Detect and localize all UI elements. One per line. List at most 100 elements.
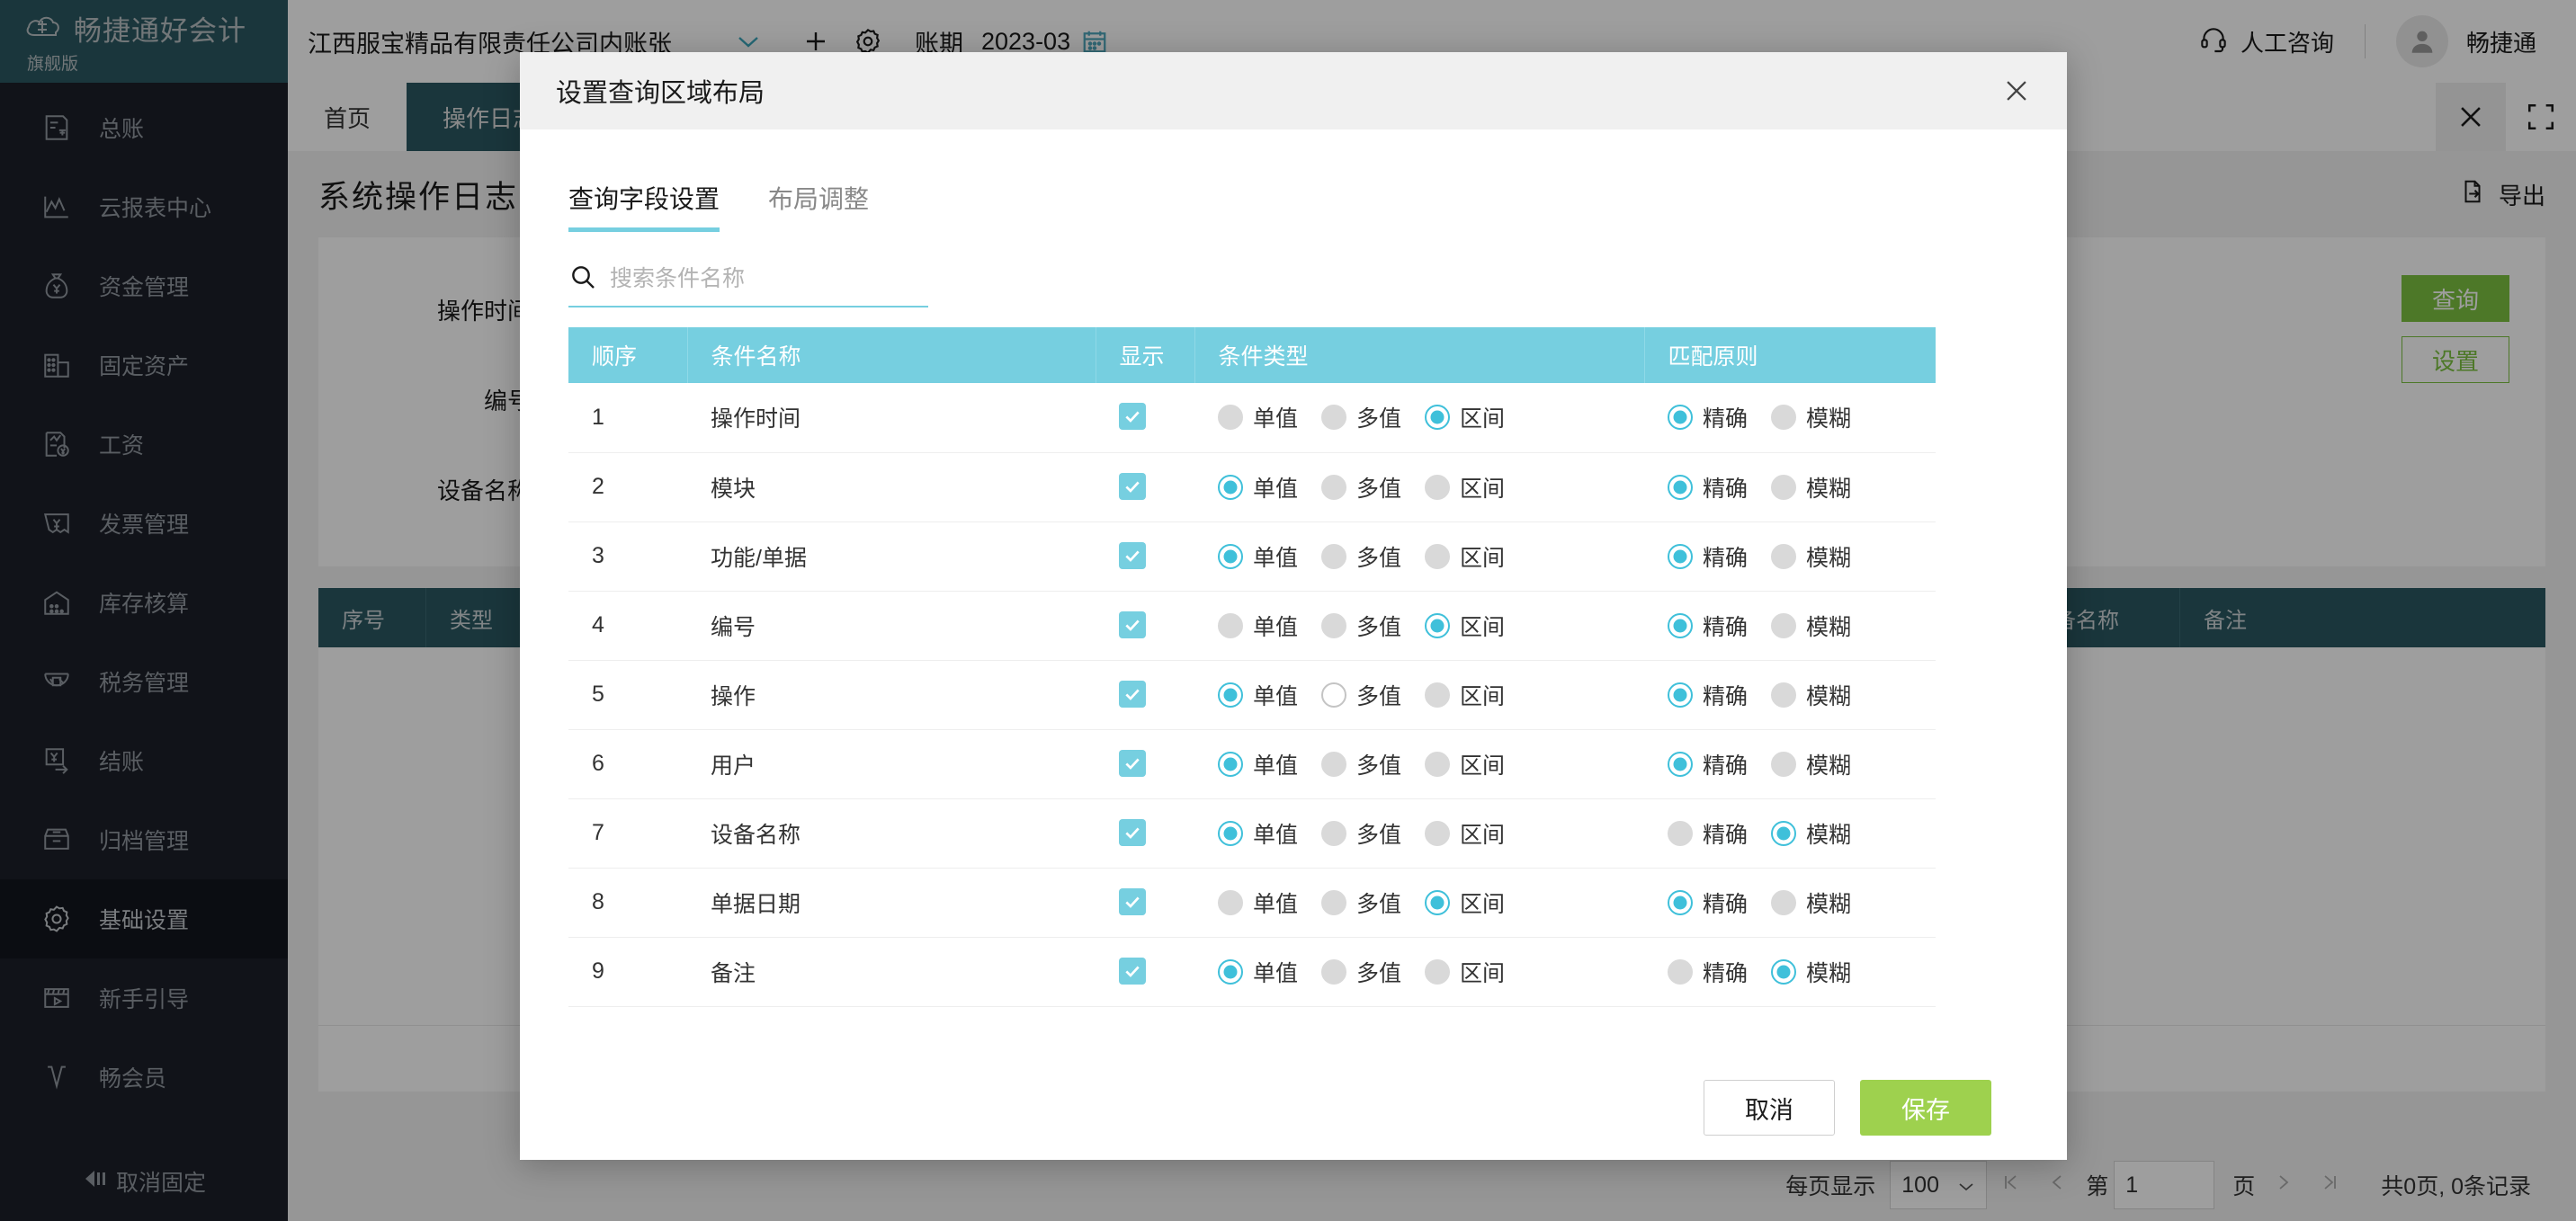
radio-type-单值[interactable]: 单值 [1218, 887, 1298, 919]
radio-match-精确[interactable]: 精确 [1668, 817, 1748, 850]
sidebar-item-onboarding[interactable]: 新手引导 [0, 958, 288, 1038]
settings-button[interactable]: 设置 [2402, 336, 2509, 383]
radio-match-模糊[interactable]: 模糊 [1771, 748, 1851, 780]
radio-type-单值[interactable]: 单值 [1218, 817, 1298, 850]
radio-type-区间[interactable]: 区间 [1425, 401, 1505, 433]
radio-type-多值[interactable]: 多值 [1321, 540, 1401, 573]
page-input[interactable] [2114, 1161, 2215, 1209]
show-checkbox[interactable] [1119, 541, 1146, 569]
radio-type-单值[interactable]: 单值 [1218, 679, 1298, 711]
save-button[interactable]: 保存 [1860, 1080, 1991, 1136]
radio-match-模糊[interactable]: 模糊 [1771, 887, 1851, 919]
radio-type-区间[interactable]: 区间 [1425, 471, 1505, 504]
radio-type-多值[interactable]: 多值 [1321, 887, 1401, 919]
query-button[interactable]: 查询 [2402, 275, 2509, 322]
user-avatar-icon[interactable] [2395, 15, 2448, 67]
sidebar-item-basic-settings[interactable]: 基础设置 [0, 879, 288, 958]
tab-home[interactable]: 首页 [288, 83, 407, 151]
radio-match-模糊[interactable]: 模糊 [1771, 817, 1851, 850]
radio-type-单值[interactable]: 单值 [1218, 471, 1298, 504]
radio-match-模糊[interactable]: 模糊 [1771, 540, 1851, 573]
sidebar-item-cloud-reports[interactable]: 云报表中心 [0, 167, 288, 246]
radio-type-区间[interactable]: 区间 [1425, 887, 1505, 919]
next-page-icon[interactable] [2260, 1172, 2307, 1199]
radio-type-单值[interactable]: 单值 [1218, 956, 1298, 988]
radio-match-精确[interactable]: 精确 [1668, 679, 1748, 711]
radio-match-精确[interactable]: 精确 [1668, 610, 1748, 642]
radio-type-单值[interactable]: 单值 [1218, 748, 1298, 780]
radio-type-区间[interactable]: 区间 [1425, 610, 1505, 642]
show-checkbox[interactable] [1119, 818, 1146, 846]
cell-condition-name: 功能/单据 [687, 521, 1096, 592]
radio-match-精确[interactable]: 精确 [1668, 540, 1748, 573]
show-checkbox[interactable] [1119, 472, 1146, 500]
radio-type-多值[interactable]: 多值 [1321, 401, 1401, 433]
sidebar-item-fixed-assets[interactable]: 固定资产 [0, 325, 288, 405]
close-icon[interactable] [1997, 71, 2036, 111]
radio-match-精确[interactable]: 精确 [1668, 471, 1748, 504]
calendar-icon[interactable] [1081, 28, 1108, 55]
show-checkbox[interactable] [1119, 957, 1146, 985]
radio-type-区间[interactable]: 区间 [1425, 956, 1505, 988]
sidebar-item-payroll[interactable]: 工资 [0, 405, 288, 484]
support-button[interactable]: 人工咨询 [2199, 24, 2334, 59]
radio-match-模糊[interactable]: 模糊 [1771, 956, 1851, 988]
radio-match-精确[interactable]: 精确 [1668, 887, 1748, 919]
radio-type-多值[interactable]: 多值 [1321, 956, 1401, 988]
radio-type-区间[interactable]: 区间 [1425, 679, 1505, 711]
sidebar-item-label: 畅会员 [99, 1066, 167, 1092]
radio-type-多值[interactable]: 多值 [1321, 817, 1401, 850]
show-checkbox[interactable] [1119, 403, 1146, 431]
tab-layout-adjust[interactable]: 布局调整 [768, 180, 869, 232]
sidebar-item-invoices[interactable]: 发票管理 [0, 484, 288, 563]
radio-type-多值[interactable]: 多值 [1321, 748, 1401, 780]
radio-label: 多值 [1356, 822, 1402, 848]
radio-dot-icon [1425, 543, 1451, 569]
first-page-icon[interactable] [1987, 1172, 2034, 1199]
chevron-down-icon[interactable] [735, 28, 762, 56]
radio-type-多值[interactable]: 多值 [1321, 679, 1401, 711]
radio-match-精确[interactable]: 精确 [1668, 748, 1748, 780]
radio-type-区间[interactable]: 区间 [1425, 540, 1505, 573]
query-layout-settings-dialog: 设置查询区域布局 查询字段设置 布局调整 [520, 52, 2067, 1160]
sidebar-item-tax[interactable]: 税务管理 [0, 642, 288, 721]
sidebar-item-vip[interactable]: 畅会员 [0, 1038, 288, 1117]
sidebar-collapse-button[interactable]: 取消固定 [0, 1142, 288, 1221]
sidebar-item-close-books[interactable]: 结账 [0, 721, 288, 800]
sidebar-item-inventory[interactable]: 库存核算 [0, 563, 288, 642]
show-checkbox[interactable] [1119, 610, 1146, 638]
radio-match-模糊[interactable]: 模糊 [1771, 610, 1851, 642]
radio-type-单值[interactable]: 单值 [1218, 610, 1298, 642]
radio-match-精确[interactable]: 精确 [1668, 401, 1748, 433]
show-checkbox[interactable] [1119, 749, 1146, 777]
plus-icon[interactable] [801, 27, 830, 56]
cancel-button[interactable]: 取消 [1704, 1080, 1835, 1136]
radio-type-单值[interactable]: 单值 [1218, 401, 1298, 433]
sidebar-item-archive[interactable]: 归档管理 [0, 800, 288, 879]
last-page-icon[interactable] [2307, 1172, 2354, 1199]
cell-match-rule: 精确 模糊 [1644, 591, 1936, 661]
export-button[interactable]: 导出 [2459, 178, 2545, 211]
radio-type-区间[interactable]: 区间 [1425, 748, 1505, 780]
radio-type-多值[interactable]: 多值 [1321, 471, 1401, 504]
brand-header: 畅捷通好会计 旗舰版 [0, 0, 288, 83]
radio-label: 单值 [1253, 406, 1299, 432]
fullscreen-icon[interactable] [2506, 83, 2576, 151]
radio-type-多值[interactable]: 多值 [1321, 610, 1401, 642]
show-checkbox[interactable] [1119, 680, 1146, 708]
search-input[interactable] [610, 265, 928, 292]
prev-page-icon[interactable] [2034, 1172, 2080, 1199]
tab-query-field-settings[interactable]: 查询字段设置 [568, 180, 720, 232]
radio-type-区间[interactable]: 区间 [1425, 817, 1505, 850]
radio-match-模糊[interactable]: 模糊 [1771, 401, 1851, 433]
radio-match-模糊[interactable]: 模糊 [1771, 679, 1851, 711]
radio-match-模糊[interactable]: 模糊 [1771, 471, 1851, 504]
radio-match-精确[interactable]: 精确 [1668, 956, 1748, 988]
sidebar-item-funds[interactable]: 资金管理 [0, 246, 288, 325]
radio-type-单值[interactable]: 单值 [1218, 540, 1298, 573]
close-icon[interactable] [2436, 83, 2506, 151]
sidebar-item-ledger[interactable]: 总账 [0, 88, 288, 167]
radio-label: 单值 [1253, 753, 1299, 779]
per-page-select[interactable]: 100 [1890, 1161, 1988, 1209]
show-checkbox[interactable] [1119, 887, 1146, 915]
